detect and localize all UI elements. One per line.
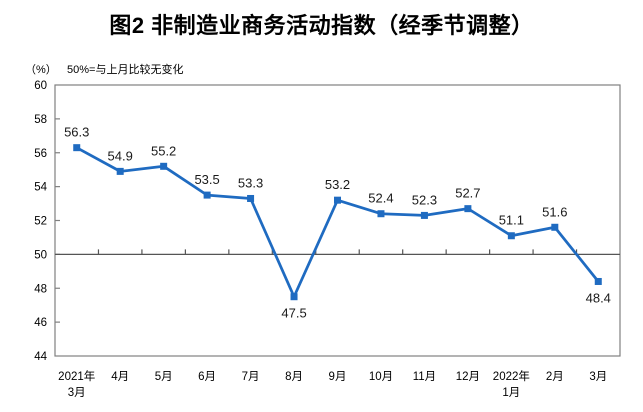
data-point <box>377 210 385 218</box>
data-label: 54.9 <box>108 148 133 163</box>
data-point <box>116 167 124 175</box>
data-point <box>290 293 298 301</box>
data-label: 48.4 <box>586 290 611 305</box>
y-tick-label: 44 <box>34 351 47 363</box>
data-label: 53.2 <box>325 177 350 192</box>
x-tick-label: 5月 <box>155 371 173 383</box>
y-tick-label: 56 <box>34 148 47 160</box>
data-label: 52.4 <box>368 191 393 206</box>
data-point <box>334 196 341 204</box>
data-label: 52.3 <box>412 192 437 207</box>
x-tick-label: 2月 <box>546 371 564 383</box>
data-label: 51.1 <box>499 213 524 228</box>
x-tick-label: 2022年 1月 <box>493 369 530 399</box>
chart-title: 图2 非制造业商务活动指数（经季节调整） <box>109 13 534 38</box>
data-label: 47.5 <box>281 306 306 321</box>
data-point <box>464 205 472 213</box>
data-point <box>160 162 168 170</box>
data-point <box>507 232 515 240</box>
x-tick-label: 12月 <box>456 371 480 383</box>
x-tick-label: 8月 <box>285 371 303 383</box>
data-label: 51.6 <box>542 204 567 219</box>
data-label: 56.3 <box>64 125 89 140</box>
y-tick-label: 46 <box>34 317 47 329</box>
data-label: 52.7 <box>455 186 480 201</box>
y-tick-label: 60 <box>34 80 47 92</box>
data-point <box>420 211 428 219</box>
y-tick-label: 50 <box>34 249 47 261</box>
data-label: 53.3 <box>238 175 263 190</box>
y-tick-label: 58 <box>34 114 47 126</box>
data-point <box>247 194 255 202</box>
x-tick-label: 7月 <box>242 371 260 383</box>
data-point <box>73 144 81 152</box>
plot-border <box>54 84 621 357</box>
y-tick-label: 52 <box>34 216 47 228</box>
data-label: 53.5 <box>194 172 219 187</box>
y-tick-label: 54 <box>34 182 47 194</box>
subtitle-row: （%） 50%=与上月比较无变化 <box>0 61 643 77</box>
x-tick-label: 6月 <box>198 371 216 383</box>
x-tick-label: 10月 <box>369 371 393 383</box>
data-point <box>551 223 559 231</box>
x-tick-label: 11月 <box>413 371 436 383</box>
x-tick-label: 9月 <box>329 371 347 383</box>
x-tick-label: 4月 <box>111 371 129 383</box>
y-tick-label: 48 <box>34 283 47 295</box>
data-label: 55.2 <box>151 143 176 158</box>
data-point <box>594 277 602 285</box>
x-tick-label: 2021年 3月 <box>58 369 95 399</box>
x-tick-label: 3月 <box>589 371 607 383</box>
baseline-note: 50%=与上月比较无变化 <box>67 64 184 76</box>
data-point <box>203 191 211 199</box>
y-axis-unit-label: （%） <box>25 64 57 76</box>
